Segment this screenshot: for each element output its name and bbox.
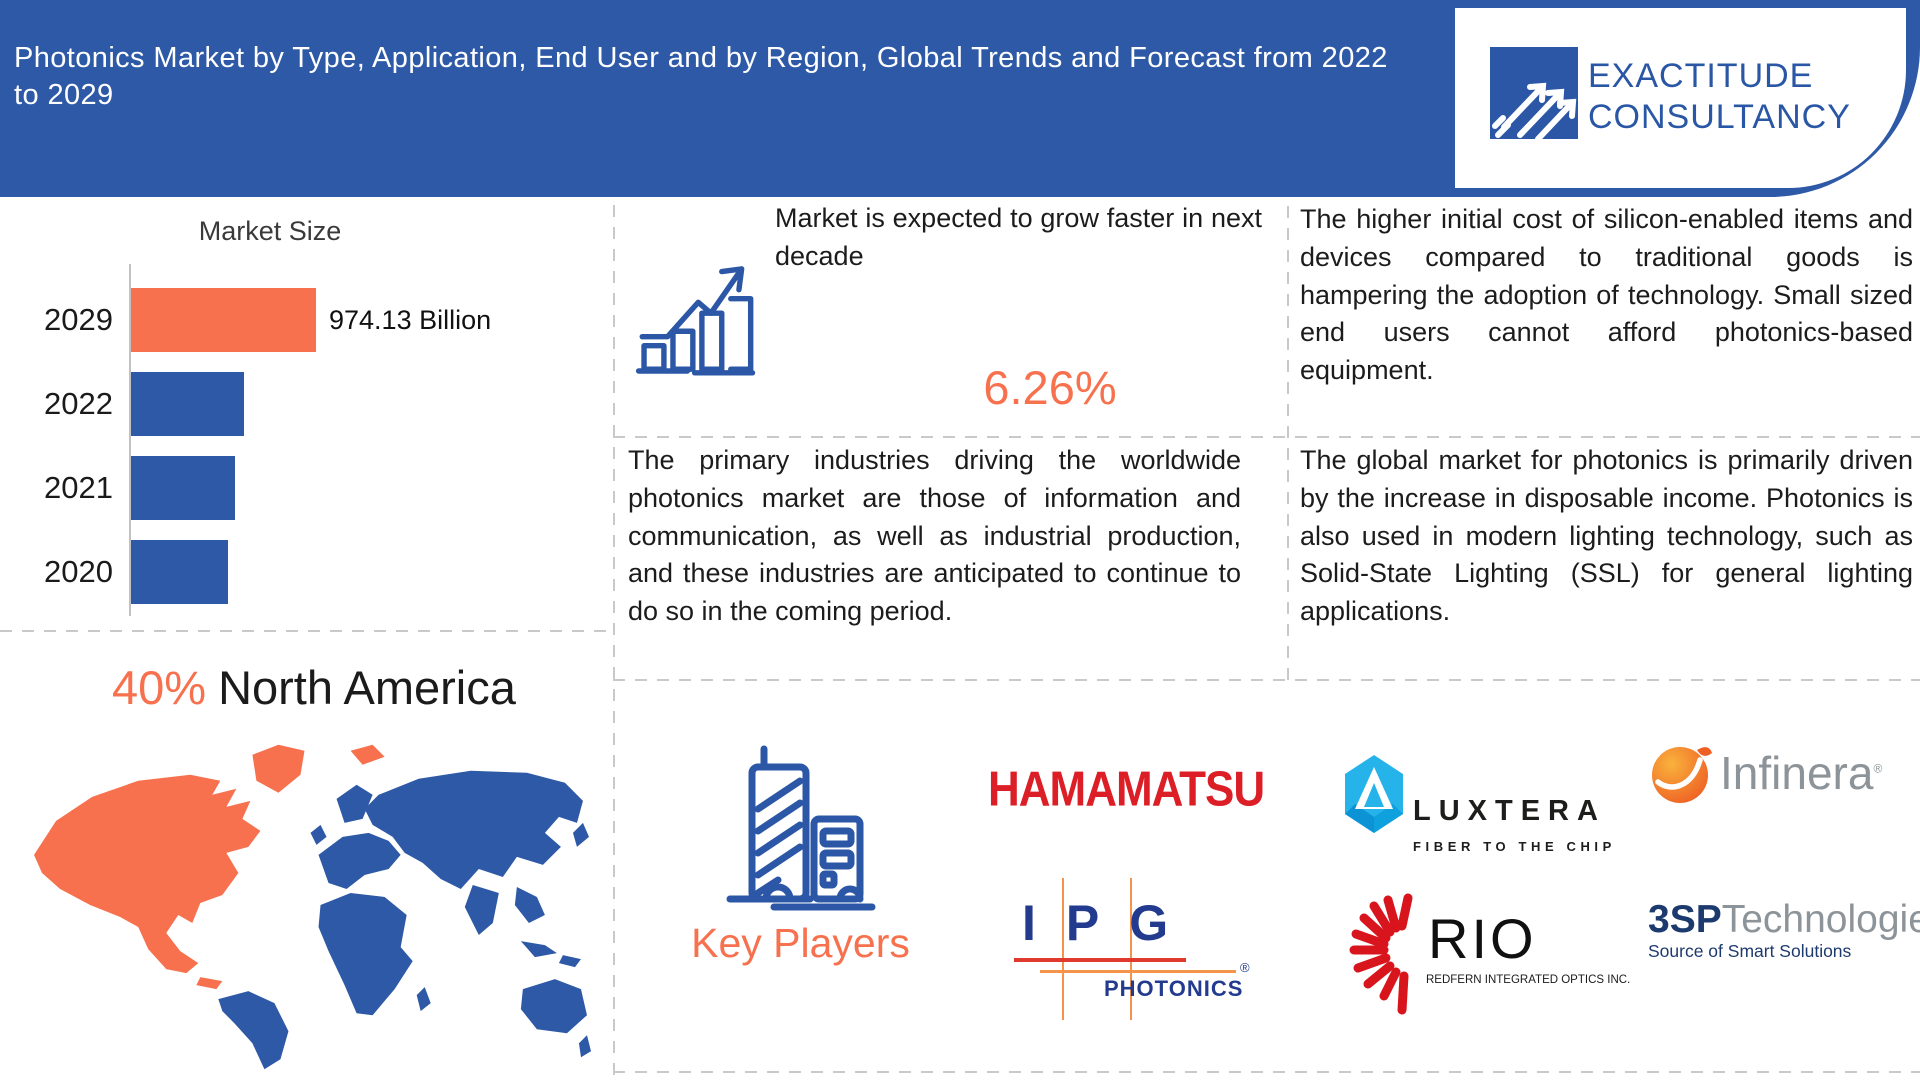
bar-label-2021: 2021 bbox=[44, 470, 113, 505]
ipg-orange-rule bbox=[1040, 970, 1236, 973]
region-percent: 40% bbox=[112, 661, 207, 714]
divider-bottom bbox=[613, 1071, 1920, 1073]
region-share: 40% North America bbox=[112, 660, 516, 715]
bar-label-2020: 2020 bbox=[44, 554, 113, 589]
ipg-red-rule bbox=[1014, 958, 1186, 962]
buildings-icon bbox=[726, 745, 876, 911]
bar-row-2029: 2029 974.13 Billion bbox=[28, 288, 491, 352]
map-other-continents bbox=[218, 770, 591, 1070]
3sp-tagline: Source of Smart Solutions bbox=[1648, 941, 1852, 961]
bar-2021 bbox=[131, 456, 235, 520]
bar-2029 bbox=[131, 288, 316, 352]
hamamatsu-logo: HAMAMATSU bbox=[988, 762, 1265, 817]
3sp-wordmark: 3SPTechnologies bbox=[1648, 900, 1920, 939]
market-size-chart: 2029 974.13 Billion 2022 2021 2020 bbox=[28, 288, 491, 624]
insight-industries: The primary industries driving the world… bbox=[628, 445, 1241, 627]
divider-vertical-right bbox=[1287, 197, 1289, 680]
bar-label-2022: 2022 bbox=[44, 386, 113, 421]
divider-row2 bbox=[613, 679, 1920, 681]
bar-row-2022: 2022 bbox=[28, 372, 491, 436]
page-title: Photonics Market by Type, Application, E… bbox=[14, 42, 1388, 111]
rio-fan-icon bbox=[1349, 893, 1413, 1015]
luxtera-tagline: FIBER TO THE CHIP bbox=[1413, 839, 1616, 854]
exactitude-wordmark: EXACTITUDE CONSULTANCY bbox=[1588, 56, 1851, 138]
exactitude-arrows-icon bbox=[1490, 47, 1578, 139]
3sp-technologies-logo: 3SPTechnologies Source of Smart Solution… bbox=[1648, 900, 1920, 962]
rio-tagline: REDFERN INTEGRATED OPTICS INC. bbox=[1426, 974, 1631, 986]
bar-row-2021: 2021 bbox=[28, 456, 491, 520]
chart-axis bbox=[129, 264, 131, 616]
bar-row-2020: 2020 bbox=[28, 540, 491, 604]
3sp-name2: Technologies bbox=[1721, 898, 1920, 941]
infinera-wordmark: Infinera bbox=[1720, 747, 1874, 799]
ipg-photonics-word: PHOTONICS bbox=[1104, 976, 1244, 1001]
key-players-heading: Key Players bbox=[691, 920, 910, 966]
exactitude-logo: EXACTITUDE CONSULTANCY bbox=[1455, 8, 1906, 188]
infinera-name: Infinera® bbox=[1720, 746, 1882, 800]
ipg-reg-mark: ® bbox=[1240, 960, 1250, 975]
bar-2022 bbox=[131, 372, 244, 436]
rio-name: RIO bbox=[1428, 907, 1537, 970]
insight-income: The global market for photonics is prima… bbox=[1300, 445, 1913, 627]
growth-chart-icon bbox=[635, 266, 756, 376]
header-banner: Photonics Market by Type, Application, E… bbox=[0, 0, 1920, 197]
divider-left-column bbox=[0, 630, 613, 632]
luxtera-hexagon-icon bbox=[1345, 755, 1403, 833]
world-map bbox=[34, 744, 591, 1070]
logo-line2: CONSULTANCY bbox=[1588, 97, 1851, 136]
ipg-guide-line-right bbox=[1130, 878, 1132, 1020]
ipg-name: IPG bbox=[1022, 895, 1199, 951]
3sp-name: 3SP bbox=[1648, 898, 1722, 941]
growth-headline: Market is expected to grow faster in nex… bbox=[775, 203, 1262, 271]
luxtera-name: LUXTERA bbox=[1413, 795, 1606, 827]
chart-title: Market Size bbox=[198, 216, 342, 246]
map-north-america bbox=[34, 744, 385, 990]
cagr-value: 6.26% bbox=[983, 361, 1117, 414]
bar-label-2029: 2029 bbox=[44, 302, 113, 337]
divider-vertical-left bbox=[613, 197, 615, 1075]
region-name: North America bbox=[218, 661, 516, 714]
rio-logo: RIO REDFERN INTEGRATED OPTICS INC. bbox=[1338, 888, 1630, 1018]
ipg-photonics-logo: IPG ® PHOTONICS bbox=[1012, 878, 1252, 1020]
infinera-globe-icon bbox=[1652, 747, 1712, 803]
logo-line1: EXACTITUDE bbox=[1588, 57, 1814, 95]
ipg-guide-line-left bbox=[1062, 878, 1064, 1020]
insight-cost: The higher initial cost of silicon-enabl… bbox=[1300, 204, 1913, 386]
bar-value-2029: 974.13 Billion bbox=[329, 304, 492, 335]
divider-row1 bbox=[613, 436, 1920, 438]
infinera-reg-mark: ® bbox=[1873, 761, 1883, 776]
bar-2020 bbox=[131, 540, 228, 604]
